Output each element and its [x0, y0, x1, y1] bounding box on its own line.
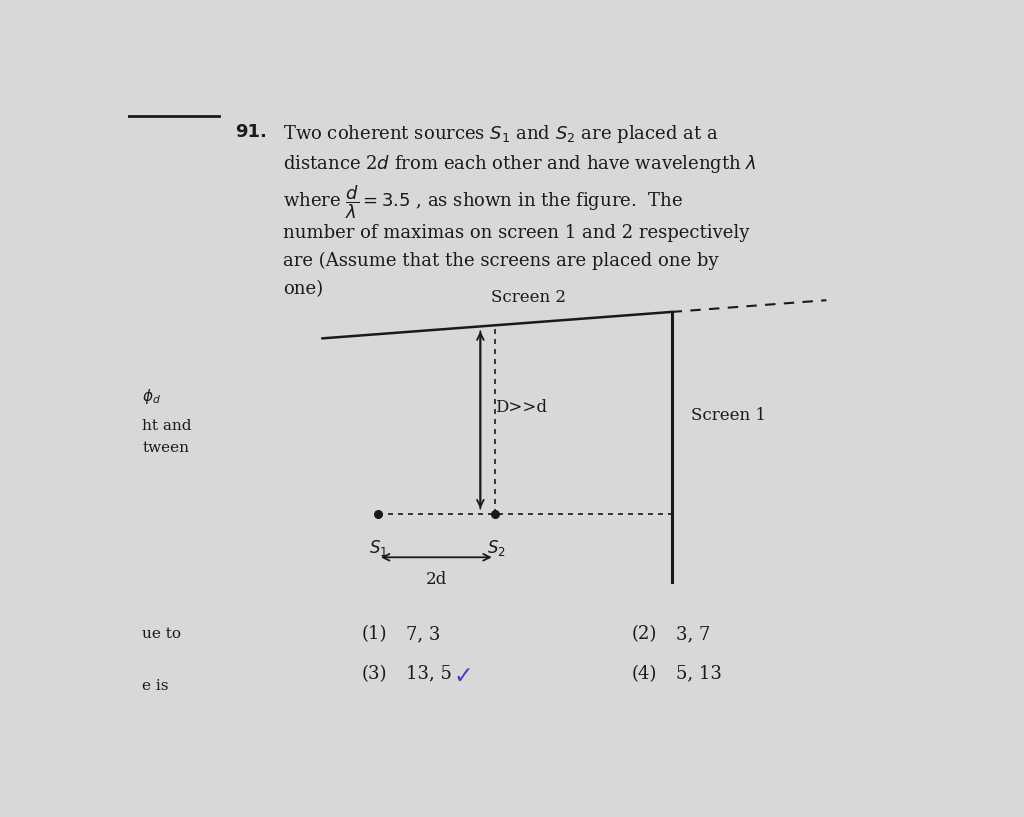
Text: (3): (3) [362, 665, 388, 683]
Text: 13, 5: 13, 5 [406, 665, 452, 683]
Text: 5, 13: 5, 13 [676, 665, 722, 683]
Text: $S_2$: $S_2$ [486, 538, 506, 558]
Text: 91.: 91. [236, 123, 267, 141]
Text: number of maximas on screen 1 and 2 respectively: number of maximas on screen 1 and 2 resp… [283, 224, 750, 242]
Text: D>>d: D>>d [495, 399, 547, 416]
Text: (2): (2) [632, 625, 657, 643]
Text: $\phi_d$: $\phi_d$ [142, 387, 161, 406]
Text: 7, 3: 7, 3 [406, 625, 440, 643]
Text: 3, 7: 3, 7 [676, 625, 710, 643]
Text: where $\dfrac{d}{\lambda}=3.5$ , as shown in the figure.  The: where $\dfrac{d}{\lambda}=3.5$ , as show… [283, 184, 683, 221]
Text: $S_1$: $S_1$ [369, 538, 387, 558]
Text: ue to: ue to [142, 627, 181, 641]
Text: ✓: ✓ [454, 663, 473, 688]
Text: (1): (1) [362, 625, 388, 643]
Text: e is: e is [142, 679, 169, 694]
Text: Screen 2: Screen 2 [492, 289, 566, 306]
Text: ht and: ht and [142, 419, 191, 434]
Text: are (Assume that the screens are placed one by: are (Assume that the screens are placed … [283, 252, 718, 270]
Text: one): one) [283, 280, 323, 298]
Text: distance 2$d$ from each other and have wavelength $\lambda$: distance 2$d$ from each other and have w… [283, 154, 757, 176]
Text: (4): (4) [632, 665, 657, 683]
Text: Two coherent sources $S_1$ and $S_2$ are placed at a: Two coherent sources $S_1$ and $S_2$ are… [283, 123, 718, 145]
Text: tween: tween [142, 441, 189, 455]
Text: Screen 1: Screen 1 [691, 407, 766, 424]
Text: 2d: 2d [426, 571, 446, 588]
